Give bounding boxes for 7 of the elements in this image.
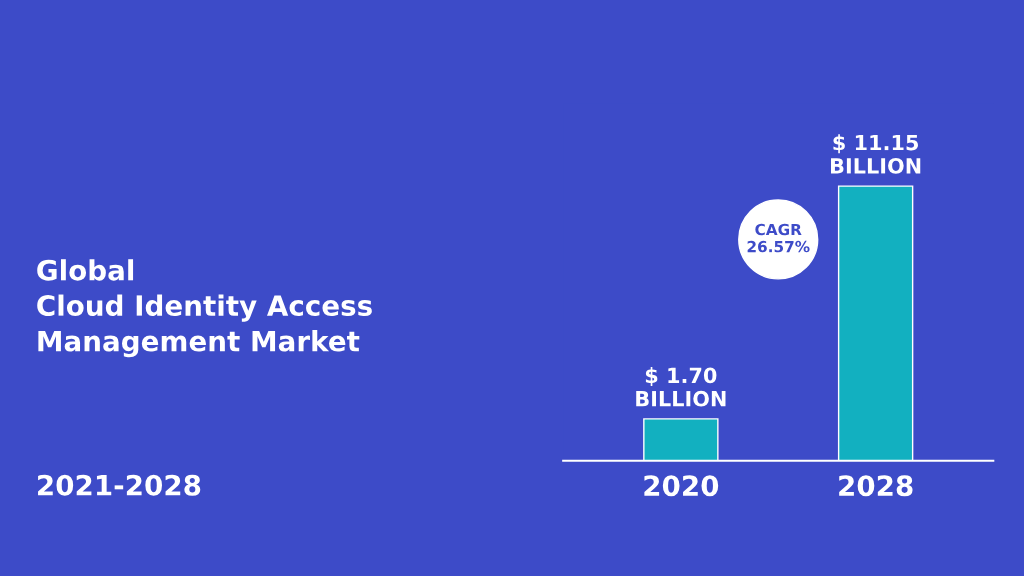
text: 2021-2028 [38, 474, 201, 496]
text: Global Cloud Identity Access Management Market [37, 259, 372, 358]
x-tick-label: 2020 [644, 475, 719, 497]
x-tick-label: 2028 [839, 475, 913, 497]
annotation: CAGR 26.57% [747, 223, 810, 253]
data-label: $ 1.70 BILLION [636, 367, 726, 407]
data-label: $ 11.15 BILLION [831, 134, 921, 174]
